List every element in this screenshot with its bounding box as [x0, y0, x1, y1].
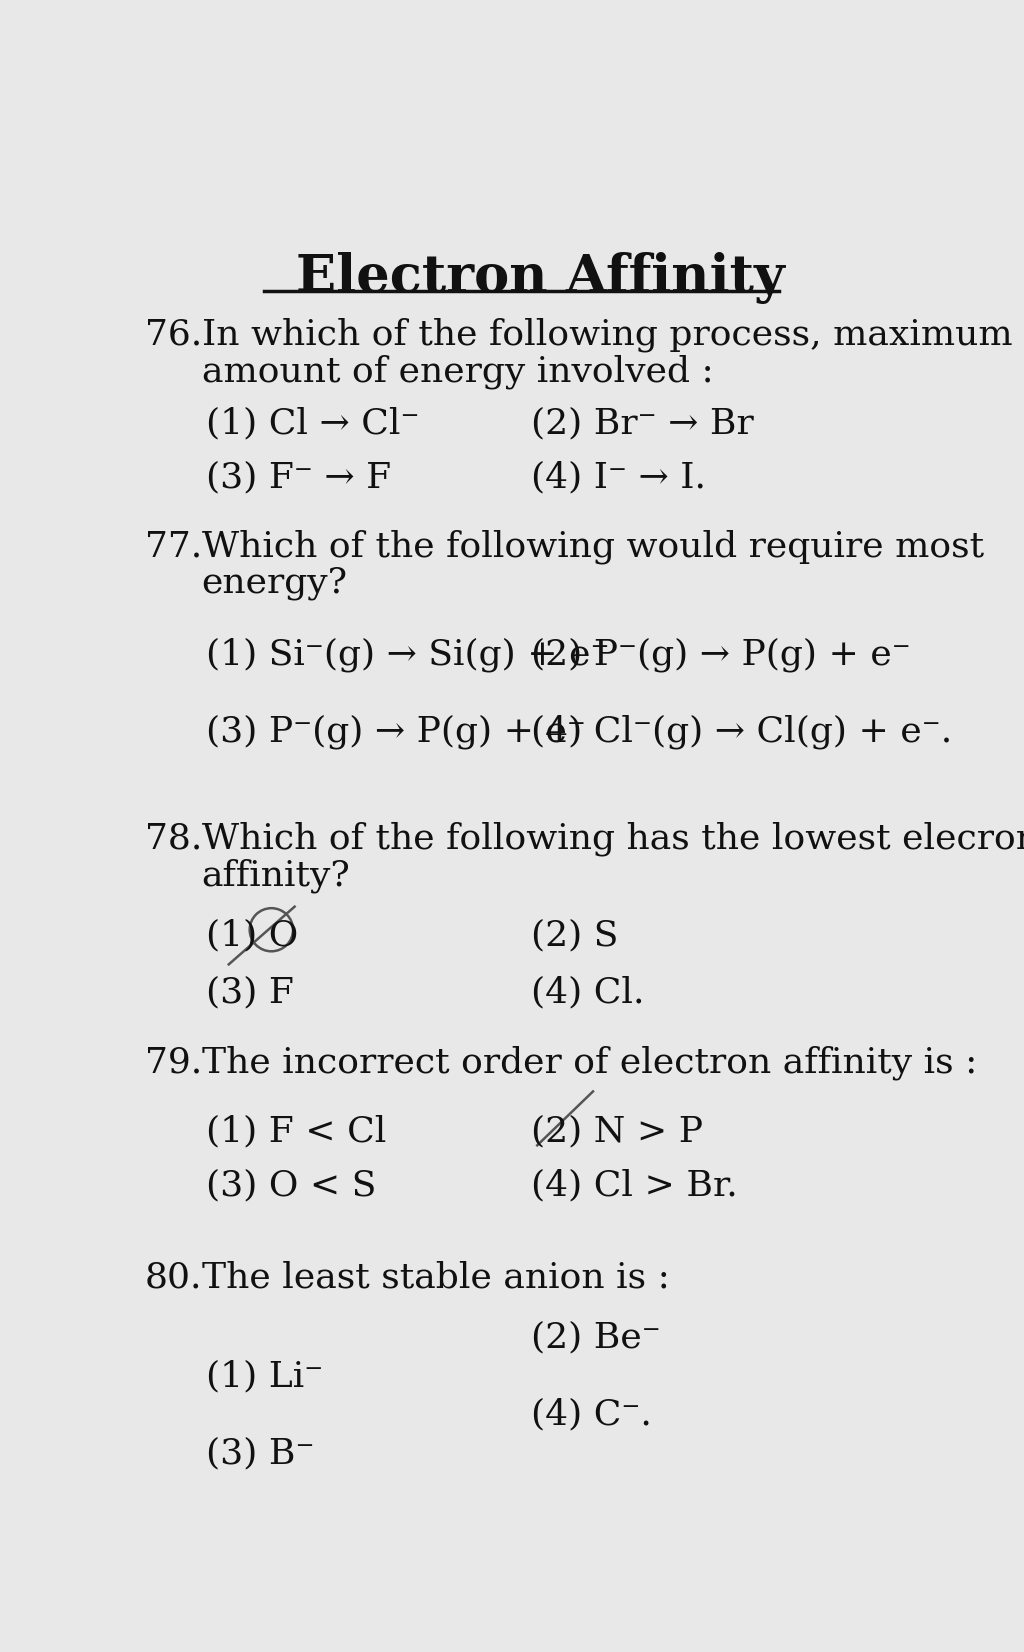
Text: (3) F⁻ → F: (3) F⁻ → F [206, 459, 390, 494]
Text: 78.: 78. [145, 823, 203, 856]
Text: (2) Be⁻: (2) Be⁻ [531, 1322, 660, 1355]
Text: (3) P⁻(g) → P(g) + e⁻: (3) P⁻(g) → P(g) + e⁻ [206, 714, 586, 748]
Text: (2) N > P: (2) N > P [531, 1115, 703, 1148]
Text: (1) Li⁻: (1) Li⁻ [206, 1360, 323, 1393]
Text: 77.: 77. [145, 529, 203, 563]
Text: (4) Cl⁻(g) → Cl(g) + e⁻.: (4) Cl⁻(g) → Cl(g) + e⁻. [531, 714, 952, 748]
Text: (4) Cl > Br.: (4) Cl > Br. [531, 1168, 737, 1203]
Text: Which of the following would require most: Which of the following would require mos… [202, 529, 984, 563]
Text: (2) S: (2) S [531, 919, 618, 952]
Text: (1) O: (1) O [206, 919, 298, 952]
Text: The least stable anion is :: The least stable anion is : [202, 1260, 670, 1295]
Text: (4) Cl.: (4) Cl. [531, 976, 644, 1009]
Text: (2) Br⁻ → Br: (2) Br⁻ → Br [531, 406, 754, 439]
Text: The incorrect order of electron affinity is :: The incorrect order of electron affinity… [202, 1046, 977, 1080]
Text: Which of the following has the lowest elecron: Which of the following has the lowest el… [202, 823, 1024, 856]
Text: (1) Cl → Cl⁻: (1) Cl → Cl⁻ [206, 406, 419, 439]
Text: (4) C⁻.: (4) C⁻. [531, 1398, 652, 1432]
Text: In which of the following process, maximum: In which of the following process, maxim… [202, 317, 1013, 352]
Text: Electron Affinity: Electron Affinity [296, 253, 785, 304]
Text: affinity?: affinity? [202, 859, 350, 894]
Text: energy?: energy? [202, 567, 347, 600]
Text: (2) P⁻(g) → P(g) + e⁻: (2) P⁻(g) → P(g) + e⁻ [531, 638, 910, 672]
Text: (3) B⁻: (3) B⁻ [206, 1436, 314, 1470]
Text: (4) I⁻ → I.: (4) I⁻ → I. [531, 459, 706, 494]
Text: amount of energy involved :: amount of energy involved : [202, 355, 714, 390]
Text: (1) Si⁻(g) → Si(g) + e⁻: (1) Si⁻(g) → Si(g) + e⁻ [206, 638, 609, 672]
Text: 79.: 79. [145, 1046, 203, 1079]
Text: 76.: 76. [145, 317, 203, 352]
Text: 80.: 80. [145, 1260, 203, 1295]
Text: (3) O < S: (3) O < S [206, 1168, 376, 1203]
Text: (1) F < Cl: (1) F < Cl [206, 1115, 386, 1148]
Text: (3) F: (3) F [206, 976, 293, 1009]
